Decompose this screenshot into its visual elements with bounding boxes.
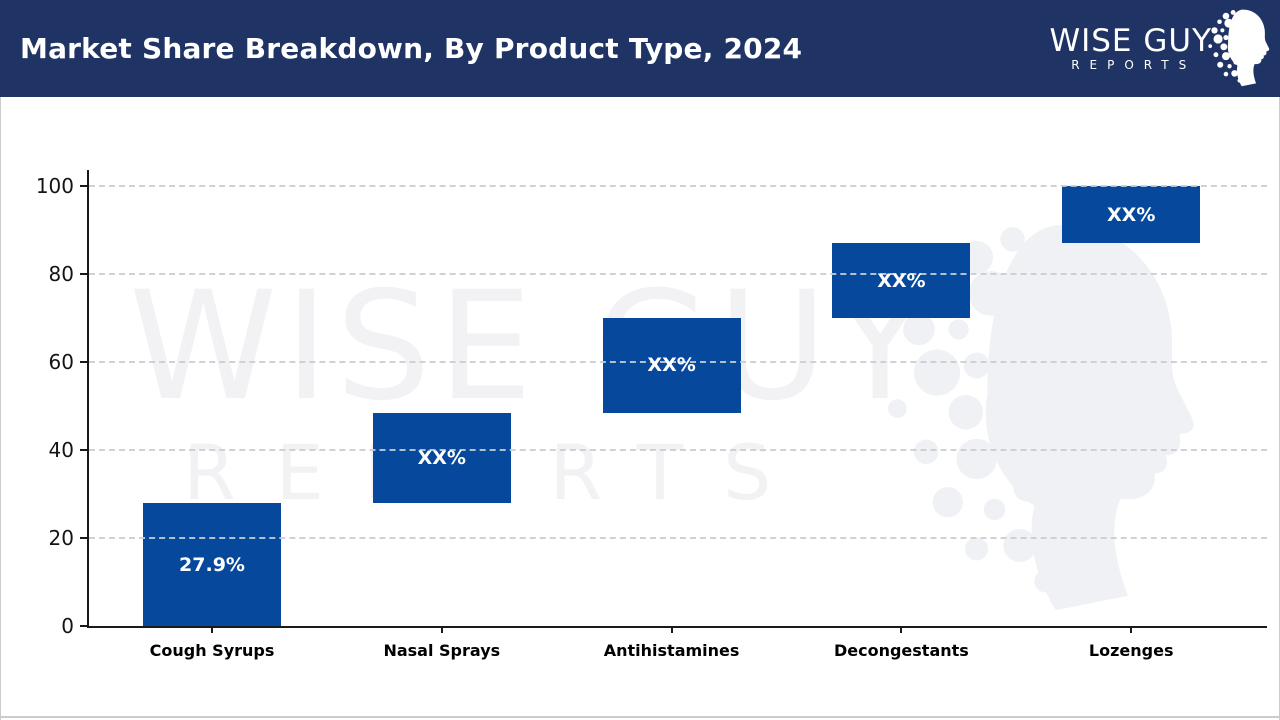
gridline-80	[89, 273, 1267, 275]
brand-logo: WISE GUY REPORTS	[1049, 6, 1272, 92]
bar-value-label: XX%	[1107, 203, 1156, 226]
x-category-label: Lozenges	[1088, 641, 1174, 660]
y-tick-mark	[80, 185, 89, 187]
x-tick-mark	[440, 628, 443, 633]
bar-cough-syrups	[143, 503, 281, 626]
header: Market Share Breakdown, By Product Type,…	[0, 0, 1280, 97]
bar-value-label: 27.9%	[179, 553, 245, 576]
y-tick-label: 60	[48, 350, 74, 374]
bar-value-label: XX%	[647, 354, 696, 377]
y-tick-mark	[80, 449, 89, 451]
y-tick-label: 40	[48, 438, 74, 462]
brand-text: WISE GUY REPORTS	[1049, 25, 1212, 73]
bar-value-label: XX%	[877, 269, 926, 292]
gridline-20	[89, 537, 1267, 539]
y-tick-label: 0	[61, 614, 74, 638]
y-tick-label: 20	[48, 526, 74, 550]
y-tick-label: 80	[48, 262, 74, 286]
bar-antihistamines	[602, 318, 741, 413]
x-tick-mark	[1130, 628, 1133, 633]
y-tick-mark	[80, 625, 89, 627]
x-tick-mark	[670, 628, 673, 633]
bar-nasal-sprays	[372, 412, 511, 504]
brand-wordmark: WISE GUY	[1049, 22, 1212, 59]
watermark-wordmark: WISE GUY	[129, 260, 933, 434]
x-category-label: Nasal Sprays	[383, 641, 501, 660]
x-tick-mark	[211, 628, 213, 633]
y-tick-label: 100	[35, 174, 74, 198]
x-axis-line	[87, 626, 1267, 628]
y-tick-mark	[80, 273, 89, 275]
x-category-label: Antihistamines	[603, 641, 740, 660]
bar-lozenges	[1062, 186, 1201, 244]
waterfall-plot: 0 20 40 60 80 100 27.9% Cough Syrups XX% Nasal Sp…	[1, 97, 1279, 720]
y-tick-mark	[80, 361, 89, 363]
page-title: Market Share Breakdown, By Product Type,…	[20, 32, 803, 65]
wiseguy-face-icon	[1208, 9, 1270, 86]
gridline-60	[89, 361, 1267, 363]
bar-decongestants	[832, 243, 971, 318]
chart-area: WISE GUY REPORTS 02040608010027.9%Cough …	[0, 97, 1280, 720]
bottom-divider	[1, 716, 1279, 718]
gridline-40	[89, 449, 1267, 451]
x-tick-mark	[900, 628, 903, 633]
y-axis-line	[87, 170, 89, 628]
x-category-label: Decongestants	[833, 641, 969, 660]
x-category-label: Cough Syrups	[149, 641, 275, 660]
y-tick-mark	[80, 537, 89, 539]
gridline-100	[89, 185, 1267, 187]
bar-value-label: XX%	[417, 446, 466, 469]
brand-tagline: REPORTS	[1071, 58, 1197, 73]
